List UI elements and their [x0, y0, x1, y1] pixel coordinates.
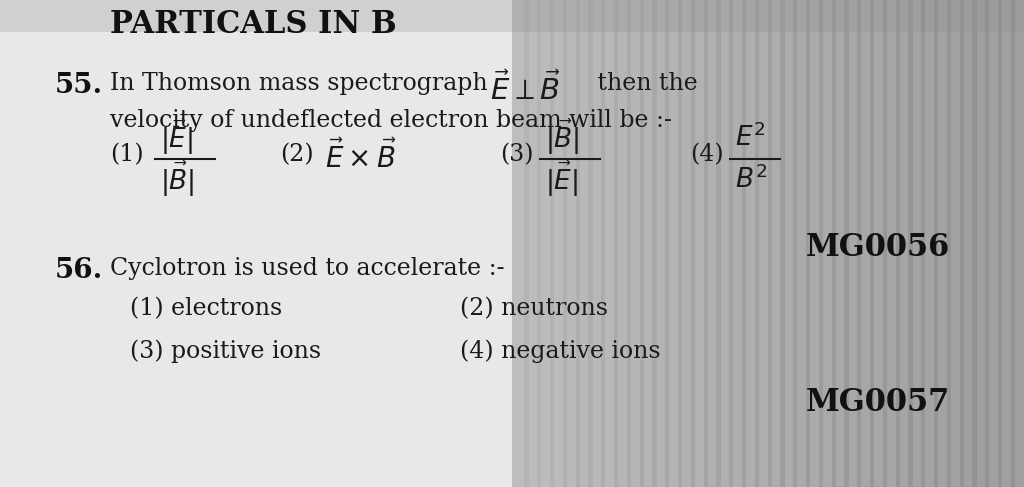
Bar [0, 0, 1024, 32]
Bar [934, 0, 951, 487]
Bar [972, 0, 989, 487]
Text: $|\vec{E}|$: $|\vec{E}|$ [160, 117, 194, 157]
Text: $\vec{E} \times \vec{B}$: $\vec{E} \times \vec{B}$ [325, 140, 396, 174]
Bar [947, 0, 964, 487]
Bar [652, 0, 669, 487]
Bar [1011, 0, 1024, 487]
Text: (4) negative ions: (4) negative ions [460, 339, 660, 362]
Bar [627, 0, 644, 487]
Bar [921, 0, 938, 487]
Text: (2): (2) [280, 144, 313, 167]
Bar [614, 0, 631, 487]
Bar [550, 0, 567, 487]
Bar [691, 0, 708, 487]
Bar [857, 0, 874, 487]
Text: $B^2$: $B^2$ [735, 165, 767, 193]
Bar [985, 0, 1002, 487]
Text: then the: then the [590, 72, 697, 95]
Bar [601, 0, 618, 487]
Bar [755, 0, 772, 487]
Text: MG0056: MG0056 [806, 232, 950, 263]
Bar [665, 0, 682, 487]
Text: $\vec{E} \perp \vec{B}$: $\vec{E} \perp \vec{B}$ [490, 72, 561, 107]
Bar [729, 0, 746, 487]
Bar [575, 0, 593, 487]
Bar [998, 0, 1015, 487]
Text: (3) positive ions: (3) positive ions [130, 339, 322, 362]
Text: (4): (4) [690, 144, 724, 167]
Bar [563, 0, 580, 487]
Bar [705, 0, 721, 487]
Text: $|\vec{B}|$: $|\vec{B}|$ [545, 117, 580, 157]
Bar [537, 0, 554, 487]
Text: velocity of undeflected electron beam will be :-: velocity of undeflected electron beam wi… [110, 109, 672, 132]
Bar [742, 0, 759, 487]
Bar [896, 0, 913, 487]
Bar [961, 0, 977, 487]
Bar [588, 0, 605, 487]
Text: PARTICALS IN B: PARTICALS IN B [110, 9, 396, 40]
Text: $|\vec{B}|$: $|\vec{B}|$ [160, 159, 195, 199]
Bar [678, 0, 695, 487]
Bar [844, 0, 861, 487]
Bar [883, 0, 900, 487]
Text: MG0057: MG0057 [806, 387, 950, 418]
Bar [640, 0, 657, 487]
Text: 56.: 56. [55, 257, 103, 284]
Text: (1) electrons: (1) electrons [130, 297, 283, 320]
Bar [908, 0, 925, 487]
Text: Cyclotron is used to accelerate :-: Cyclotron is used to accelerate :- [110, 257, 505, 280]
Bar [831, 0, 849, 487]
Text: (1): (1) [110, 144, 143, 167]
Text: 55.: 55. [55, 72, 103, 99]
Bar [524, 0, 541, 487]
Bar [819, 0, 836, 487]
Text: $E^2$: $E^2$ [735, 123, 766, 151]
Text: $|\vec{E}|$: $|\vec{E}|$ [545, 159, 579, 199]
Bar [512, 0, 529, 487]
Bar [793, 0, 810, 487]
Bar [512, 0, 1024, 487]
Bar [768, 0, 785, 487]
Text: (2) neutrons: (2) neutrons [460, 297, 608, 320]
Text: (3): (3) [500, 144, 534, 167]
Bar [780, 0, 797, 487]
Bar [716, 0, 733, 487]
Text: In Thomson mass spectrograph: In Thomson mass spectrograph [110, 72, 496, 95]
Bar [806, 0, 823, 487]
Bar [870, 0, 887, 487]
